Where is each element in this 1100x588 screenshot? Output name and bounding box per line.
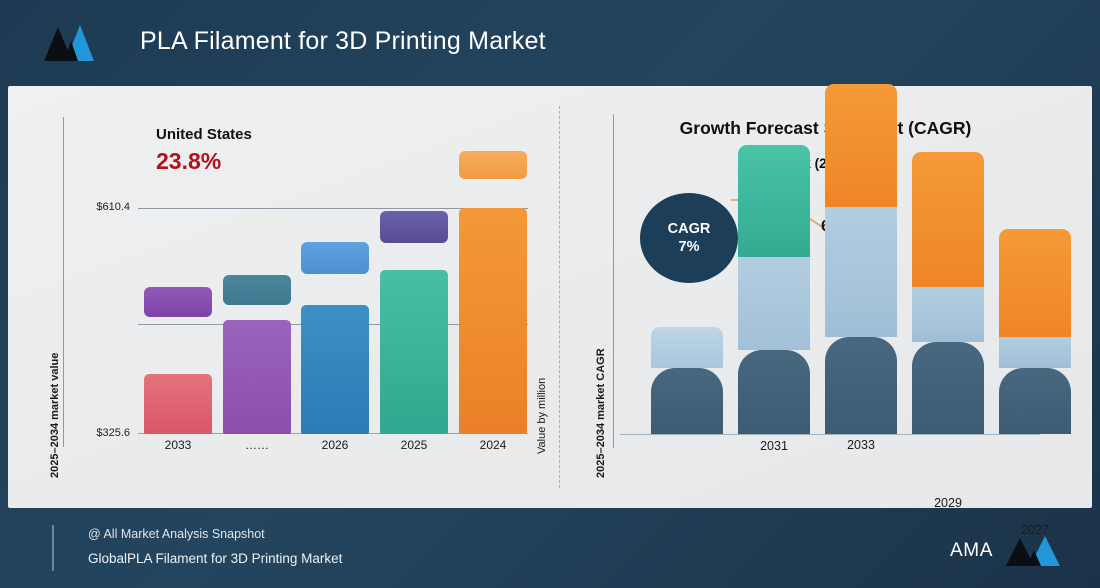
cagr-forecast-chart-panel: 2025–2034 market CAGR Growth Forecast Sn… [559, 84, 1092, 537]
page-title: PLA Filament for 3D Printing Market [140, 27, 546, 55]
right-chart-y-axis-label: 2025–2034 market CAGR [595, 348, 607, 478]
right-chart-bars: 2025 2031 2033 [651, 84, 1081, 537]
left-chart-y-axis-label: 2025–2034 market value [49, 352, 61, 478]
bar-main-2026[interactable] [301, 305, 369, 434]
stacked-bar-2027[interactable]: 2027 [999, 229, 1071, 537]
stack-segment-base-2031[interactable] [738, 350, 810, 434]
stacked-bar-2029[interactable]: 2029 [912, 152, 984, 510]
bar-group-2033[interactable]: 2033 [144, 146, 212, 452]
left-chart-y-axis [63, 117, 64, 447]
left-chart-bars: 2033 …… 2026 2025 [144, 146, 528, 452]
bar-main-2025[interactable] [380, 270, 448, 434]
cagr-badge-value: 7% [678, 239, 700, 255]
bar-label-ellipsis: …… [245, 438, 269, 452]
bar-cap-2025[interactable] [380, 211, 448, 243]
y-tick-upper: $610.4 [96, 201, 130, 213]
bar-label-2024: 2024 [479, 438, 507, 452]
left-chart-y2-axis-label: Value by million [536, 377, 548, 454]
bar-main-2033[interactable] [144, 374, 212, 434]
y-tick-lower: $325.6 [96, 427, 130, 439]
stack-segment-top-2025[interactable] [651, 327, 723, 368]
bar-group-2025[interactable]: 2025 [380, 146, 448, 452]
stacked-bar-2033[interactable]: 2033 [825, 84, 897, 452]
footer-brand-text: AMA [950, 540, 993, 561]
stack-segment-middle-2033[interactable] [825, 207, 897, 337]
market-value-chart-panel: 2025–2034 market value Value by million … [8, 86, 559, 508]
region-name: United States [156, 126, 252, 143]
footer-accent-bar [52, 525, 54, 571]
region-cagr-percent: 23.8% [156, 148, 222, 174]
stacked-bar-label-2033: 2033 [847, 438, 875, 452]
stack-segment-base-2033[interactable] [825, 337, 897, 434]
stacked-bar-label-2031: 2031 [760, 439, 788, 453]
gridline-upper [138, 208, 528, 209]
right-chart-y-axis [613, 114, 614, 448]
panel-divider [559, 106, 560, 488]
stack-segment-top-2029[interactable] [912, 152, 984, 287]
stacked-bar-2031[interactable]: 2031 [738, 145, 810, 453]
bar-group-2026[interactable]: 2026 [301, 146, 369, 452]
header: PLA Filament for 3D Printing Market [0, 0, 1100, 83]
ama-logo-icon [44, 24, 94, 61]
footer-brand: AMA [950, 534, 1062, 568]
stack-segment-base-2029[interactable] [912, 342, 984, 434]
bar-cap-ellipsis[interactable] [223, 275, 291, 305]
stack-segment-base-2025[interactable] [651, 368, 723, 434]
stack-segment-middle-2027[interactable] [999, 337, 1071, 368]
right-chart-baseline [620, 434, 1040, 435]
bar-label-2026: 2026 [321, 438, 349, 452]
bar-cap-2033[interactable] [144, 287, 212, 317]
footer-line-1: @ All Market Analysis Snapshot [88, 527, 265, 541]
cagr-badge-label: CAGR [667, 220, 711, 237]
stack-segment-base-2027[interactable] [999, 368, 1071, 434]
bar-label-2025: 2025 [400, 438, 428, 452]
footer: @ All Market Analysis Snapshot GlobalPLA… [0, 508, 1100, 588]
cagr-badge[interactable]: CAGR 7% [640, 193, 738, 283]
bar-main-2024[interactable] [459, 208, 527, 434]
bar-main-ellipsis[interactable] [223, 320, 291, 434]
stack-segment-top-2027[interactable] [999, 229, 1071, 337]
bar-cap-2026[interactable] [301, 242, 369, 274]
stacked-bar-2025[interactable]: 2025 [651, 327, 723, 434]
stack-segment-middle-2031[interactable] [738, 257, 810, 350]
bar-label-2033: 2033 [164, 438, 192, 452]
bar-group-2024[interactable]: 2024 [459, 146, 527, 452]
stacked-bar-label-2029: 2029 [934, 496, 962, 510]
content-card: 2025–2034 market value Value by million … [8, 84, 1092, 537]
bar-group-ellipsis[interactable]: …… [223, 146, 291, 452]
stack-segment-middle-2029[interactable] [912, 287, 984, 342]
bar-cap-2024[interactable] [459, 151, 527, 179]
stack-segment-top-2031[interactable] [738, 145, 810, 257]
stack-segment-top-2033[interactable] [825, 84, 897, 207]
footer-line-2: GlobalPLA Filament for 3D Printing Marke… [88, 551, 343, 566]
ama-logo-icon-footer [1006, 536, 1060, 566]
stacked-bar-label-2027: 2027 [1021, 523, 1049, 537]
